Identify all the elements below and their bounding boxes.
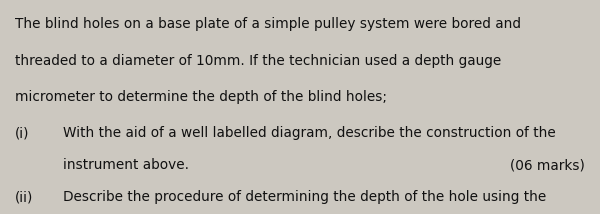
Text: (ii): (ii) xyxy=(15,190,34,204)
Text: instrument above.: instrument above. xyxy=(63,158,189,172)
Text: Describe the procedure of determining the depth of the hole using the: Describe the procedure of determining th… xyxy=(63,190,546,204)
Text: (i): (i) xyxy=(15,126,29,140)
Text: The blind holes on a base plate of a simple pulley system were bored and: The blind holes on a base plate of a sim… xyxy=(15,17,521,31)
Text: micrometer to determine the depth of the blind holes;: micrometer to determine the depth of the… xyxy=(15,90,387,104)
Text: With the aid of a well labelled diagram, describe the construction of the: With the aid of a well labelled diagram,… xyxy=(63,126,556,140)
Text: threaded to a diameter of 10mm. If the technician used a depth gauge: threaded to a diameter of 10mm. If the t… xyxy=(15,54,501,67)
Text: (06 marks): (06 marks) xyxy=(510,158,585,172)
